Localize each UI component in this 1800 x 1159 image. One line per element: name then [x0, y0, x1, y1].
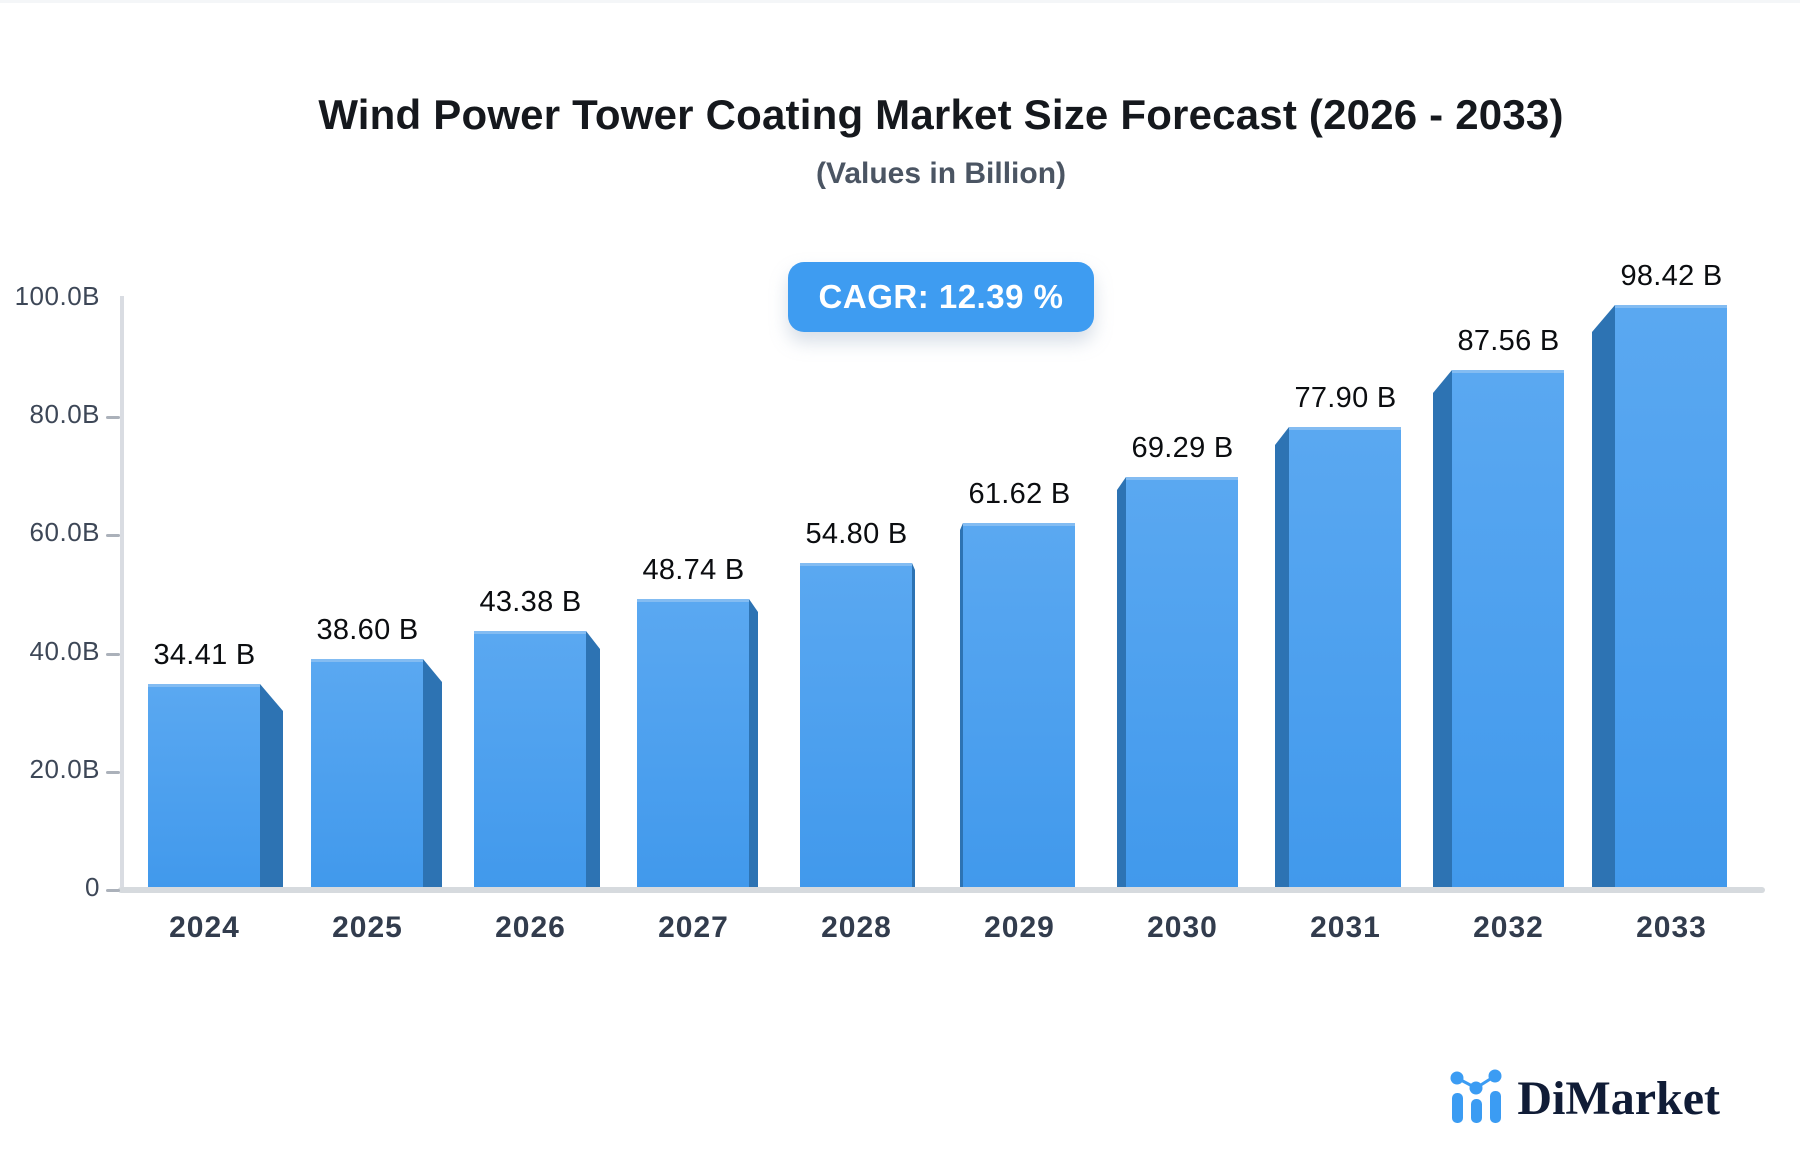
bar-value-label: 48.74 B — [642, 554, 745, 586]
bar — [474, 631, 600, 887]
bar-face — [800, 563, 912, 887]
x-axis-label-2030: 2030 — [1147, 911, 1218, 944]
chart-header: Wind Power Tower Coating Market Size For… — [41, 91, 1800, 191]
bar-value-label: 34.41 B — [153, 639, 256, 671]
bar-column-2031: 77.90 B — [1264, 207, 1427, 887]
bar-side-3d — [260, 684, 283, 887]
bar-side-3d — [1433, 370, 1452, 887]
bar — [311, 659, 442, 887]
x-axis-label-2033: 2033 — [1636, 911, 1707, 944]
bar-face — [1289, 427, 1401, 887]
bar-value-label: 38.60 B — [316, 614, 419, 646]
bar-side-3d — [423, 659, 442, 887]
y-tick-label: 80.0B — [29, 399, 100, 430]
x-axis-baseline — [118, 887, 1765, 893]
y-tick-label: 100.0B — [14, 281, 100, 311]
bar-value-label: 98.42 B — [1620, 260, 1723, 292]
chart-title: Wind Power Tower Coating Market Size For… — [318, 91, 1564, 138]
bar-column-2028: 54.80 B — [775, 207, 938, 887]
y-tick-label: 40.0B — [29, 635, 100, 666]
bar — [637, 599, 758, 887]
bar-face — [1452, 370, 1564, 887]
bar — [800, 563, 915, 887]
bar — [1592, 305, 1727, 887]
bar-side-3d — [749, 599, 758, 887]
bar-face — [148, 684, 260, 887]
bar-value-label: 69.29 B — [1131, 432, 1234, 464]
bar-column-2024: 34.41 B — [123, 207, 286, 887]
bar-value-label: 43.38 B — [479, 586, 582, 618]
bar — [1117, 477, 1238, 887]
y-tick-dash — [106, 770, 120, 774]
x-axis-label-2026: 2026 — [495, 911, 566, 944]
brand-logo: DiMarket — [1449, 1067, 1720, 1123]
bar — [1275, 427, 1401, 887]
y-tick-label: 0 — [85, 872, 100, 902]
y-axis-line — [120, 296, 124, 887]
x-axis-label-2024: 2024 — [169, 911, 240, 944]
bar-side-3d — [1117, 477, 1126, 887]
bar-value-label: 77.90 B — [1294, 382, 1397, 414]
x-axis-label-2031: 2031 — [1310, 911, 1381, 944]
bar-face — [1615, 305, 1727, 887]
bar-side-3d — [1592, 305, 1615, 887]
bar-column-2027: 48.74 B — [612, 207, 775, 887]
x-axis-label-2025: 2025 — [332, 911, 403, 944]
bar-side-3d — [912, 563, 915, 887]
bar-value-label: 54.80 B — [805, 518, 908, 550]
x-axis-labels: 2024 2025 2026 2027 2028 2029 2030 2031 2032 2033 — [123, 911, 1753, 951]
bar-column-2029: 61.62 B — [938, 207, 1101, 887]
bar — [960, 523, 1075, 887]
bar-face — [963, 523, 1075, 887]
bar-side-3d — [586, 631, 600, 887]
bar-face — [1126, 477, 1238, 887]
bar-side-3d — [1275, 427, 1289, 887]
bar-column-2030: 69.29 B — [1101, 207, 1264, 887]
y-tick-dash — [106, 534, 120, 538]
bar-value-label: 87.56 B — [1457, 325, 1560, 357]
chart-subtitle: (Values in Billion) — [815, 157, 1067, 190]
x-axis-label-2029: 2029 — [984, 911, 1055, 944]
x-axis-label-2032: 2032 — [1473, 911, 1544, 944]
y-tick-dash — [106, 416, 120, 420]
mini-bar-chart-icon — [1450, 1069, 1502, 1123]
y-tick-dash — [106, 652, 120, 656]
bar-face — [474, 631, 586, 887]
bar-face — [637, 599, 749, 887]
bar-face — [311, 659, 423, 887]
bar-side-3d — [960, 523, 963, 887]
brand-name: DiMarket — [1517, 1072, 1720, 1125]
x-axis-label-2027: 2027 — [658, 911, 729, 944]
cagr-badge: CAGR: 12.39 % — [787, 262, 1095, 332]
bar-column-2032: 87.56 B — [1427, 207, 1590, 887]
cagr-badge-row: CAGR: 12.39 % — [41, 262, 1800, 332]
y-tick-dash — [106, 889, 120, 892]
bar-column-2033: 98.42 B — [1590, 207, 1753, 887]
bar — [148, 684, 283, 887]
bar-column-2026: 43.38 B — [449, 207, 612, 887]
y-tick-label: 20.0B — [29, 753, 100, 784]
bar — [1433, 370, 1564, 887]
y-tick-label: 60.0B — [29, 517, 100, 548]
bar-column-2025: 38.60 B — [286, 207, 449, 887]
x-axis-label-2028: 2028 — [821, 911, 892, 944]
bar-chart: 100.0B 80.0B 60.0B 40.0B 20.0B 0 34.41 B 38.60… — [0, 3, 1800, 1159]
bar-value-label: 61.62 B — [968, 478, 1071, 510]
